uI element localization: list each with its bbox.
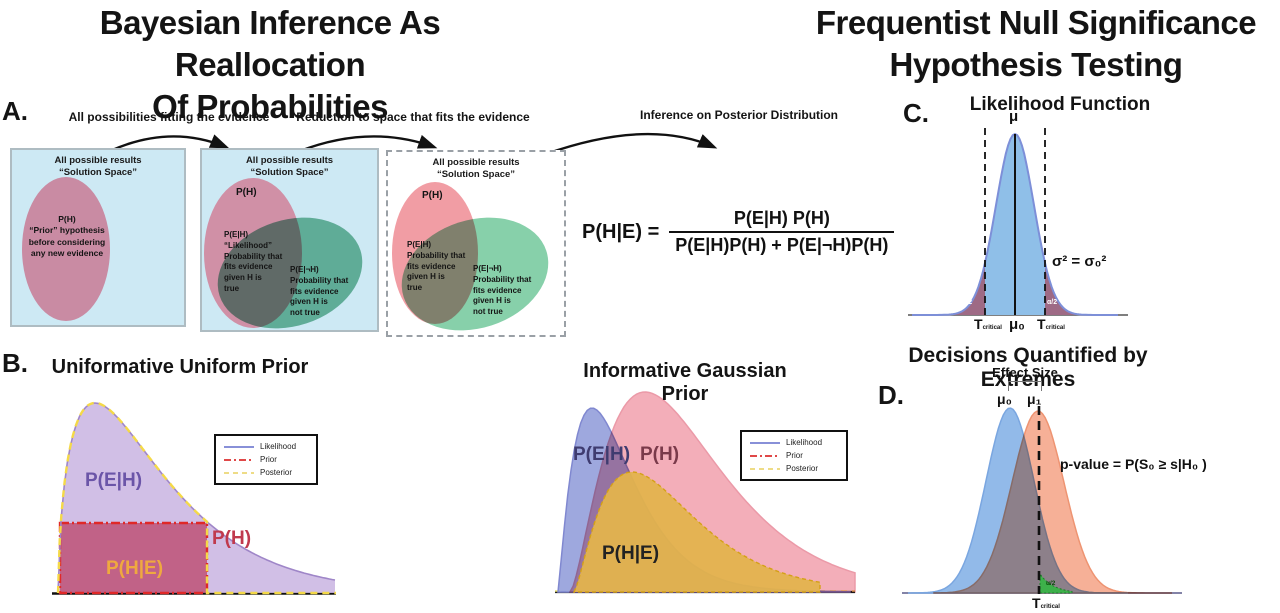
- solution-space-box-1: All possible results “Solution Space” P(…: [10, 148, 186, 327]
- panel-d-label: D.: [878, 380, 904, 410]
- prior-label: P(H): [212, 528, 252, 549]
- likelihood-overlap-text: P(E|H) “Likelihood” Probability that fit…: [224, 230, 283, 293]
- mu1-label: μ₁: [1027, 391, 1042, 407]
- uniform-prior-title: Uniformative Uniform Prior: [51, 356, 309, 378]
- t-subscript: critical: [1040, 604, 1060, 610]
- likelihood-overlap-text: P(E|H) Probability that fits evidence gi…: [407, 240, 466, 293]
- solution-space-header: All possible results “Solution Space”: [432, 157, 520, 181]
- legend-posterior-label: Posterior: [260, 468, 293, 477]
- frequentist-title: Frequentist Null Significance Hypothesis…: [815, 4, 1257, 84]
- legend-posterior-row: Posterior: [224, 468, 308, 477]
- legend-posterior-row: Posterior: [750, 464, 838, 473]
- t-symbol: T: [974, 316, 983, 332]
- t-symbol: T: [1037, 316, 1046, 332]
- effect-size-bracket: [1008, 381, 1042, 391]
- t-critical-label: Tcritical: [1032, 595, 1060, 613]
- likelihood-label: P(E|H): [573, 444, 631, 465]
- alpha-region: [1039, 572, 1073, 594]
- posterior-label: P(H|E): [602, 543, 660, 564]
- legend: Likelihood Prior Posterior: [740, 430, 848, 481]
- solution-space-header: All possible results “Solution Space”: [245, 155, 334, 179]
- arrow1-icon: [109, 134, 230, 153]
- t-symbol: T: [1032, 595, 1041, 611]
- flow-arrows: [109, 132, 718, 156]
- mu-label: μ: [1009, 108, 1019, 125]
- likelihood-label: P(E|H): [85, 470, 143, 491]
- likelihood-line-icon: [224, 445, 254, 448]
- t-critical-left-label: Tcritical: [974, 316, 1002, 334]
- legend-prior-row: Prior: [224, 455, 308, 464]
- panel-a-label: A.: [2, 96, 28, 126]
- mu0-label: μ₀: [997, 391, 1012, 407]
- hypothesis-comparison-plot: [902, 406, 1182, 594]
- prior-label: P(H): [422, 190, 443, 201]
- legend-posterior-label: Posterior: [786, 464, 819, 473]
- formula-denominator: P(E|H)P(H) + P(E|¬H)P(H): [675, 235, 889, 256]
- effect-size-label: Effect Size: [992, 365, 1058, 380]
- legend-prior-row: Prior: [750, 451, 838, 460]
- prior-label: P(H): [640, 444, 680, 465]
- legend: Likelihood Prior Posterior: [214, 434, 318, 485]
- solution-space-box-3: All possible results “Solution Space” P(…: [386, 150, 566, 349]
- t-subscript: critical: [1045, 325, 1065, 331]
- fraction-bar: [669, 231, 895, 234]
- not-h-text: P(E|¬H) Probability that fits evidence g…: [473, 264, 532, 317]
- t-critical-right-label: Tcritical: [1037, 316, 1065, 334]
- legend-likelihood-row: Likelihood: [224, 442, 308, 451]
- posterior-outline: [56, 401, 336, 595]
- gaussian-prior-title: Informative Gaussian Prior: [583, 360, 787, 405]
- null-likelihood-plot: [908, 128, 1128, 316]
- sigma-label: σ² = σ₀²: [1052, 253, 1107, 270]
- legend-prior-label: Prior: [786, 451, 803, 460]
- prior-ellipse: [22, 177, 110, 321]
- formula-lhs: P(H|E) =: [582, 220, 660, 243]
- bayesian-title: Bayesian Inference As Reallocation Of Pr…: [99, 4, 441, 126]
- legend-likelihood-row: Likelihood: [750, 438, 838, 447]
- legend-likelihood-label: Likelihood: [260, 442, 297, 451]
- solution-space-box-2: All possible results “Solution Space” P(…: [200, 148, 379, 347]
- posterior-line-icon: [224, 471, 254, 474]
- legend-likelihood-label: Likelihood: [786, 438, 823, 447]
- posterior-curve: [572, 471, 821, 593]
- arrow2-label: Reduction to space that fits the evidenc…: [296, 110, 530, 124]
- panel-c-label: C.: [903, 98, 929, 128]
- legend-prior-label: Prior: [260, 455, 277, 464]
- posterior-label: P(H|E): [106, 558, 164, 579]
- arrow3-label: Inference on Posterior Distribution: [639, 108, 839, 122]
- prior-line-icon: [224, 458, 254, 461]
- p-value-label: p-value = P(S₀ ≥ s|H₀ ): [1060, 456, 1207, 472]
- prior-ellipse-text: P(H) “Prior” hypothesis before consideri…: [28, 214, 106, 259]
- t-subscript: critical: [982, 325, 1002, 331]
- posterior-line-icon: [750, 467, 780, 470]
- prior-line-icon: [750, 454, 780, 457]
- solution-space-header: All possible results “Solution Space”: [54, 155, 142, 179]
- prior-label: P(H): [236, 187, 257, 198]
- arrow3-icon: [545, 132, 718, 156]
- alpha-label: α/2: [1046, 580, 1056, 587]
- uniform-prior-plot: [52, 401, 336, 595]
- uniform-prior-fill: [60, 523, 207, 593]
- likelihood-function-title: Likelihood Function: [969, 94, 1151, 115]
- alpha-right-label: α/2: [1047, 299, 1058, 306]
- alternative-distribution: [933, 410, 1172, 594]
- mu0-axis-label: μ₀: [1009, 316, 1025, 333]
- decisions-title: Decisions Quantified by Extremes: [908, 344, 1148, 391]
- formula-numerator: P(E|H) P(H): [733, 208, 830, 228]
- likelihood-line-icon: [750, 441, 780, 444]
- not-h-text: P(E|¬H) Probability that fits evidence g…: [290, 265, 349, 318]
- arrow1-label: All possibilities fitting the evidence: [68, 110, 270, 124]
- panel-b-label: B.: [2, 348, 28, 378]
- alpha-left-label: α/2: [962, 299, 973, 306]
- bayes-formula: P(H|E) = P(E|H) P(H) P(E|H)P(H) + P(E|¬H…: [582, 206, 895, 258]
- arrow2-icon: [299, 134, 438, 153]
- gaussian-prior-plot: [555, 391, 856, 594]
